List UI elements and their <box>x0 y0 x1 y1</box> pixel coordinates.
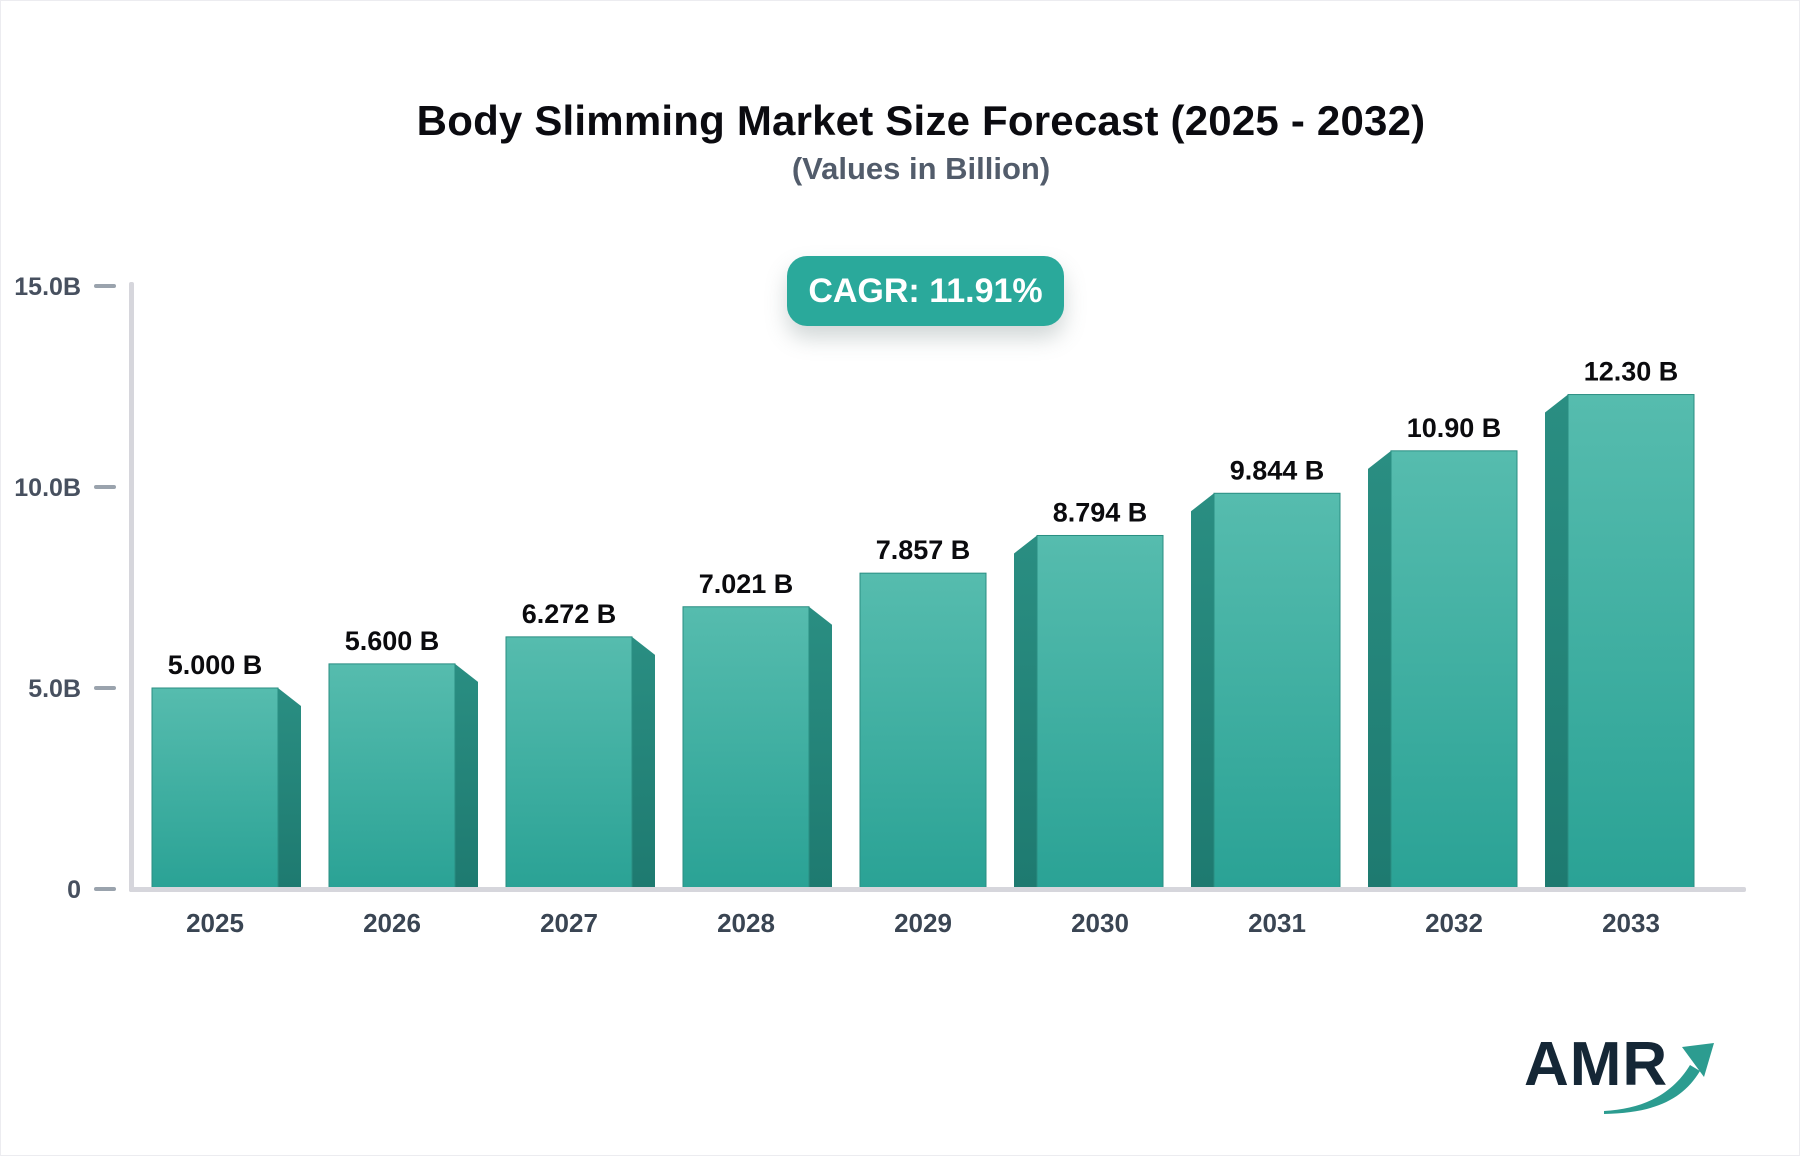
bar-value-label: 5.000 B <box>168 650 263 680</box>
y-tick-label: 10.0B <box>14 474 81 502</box>
x-tick-label: 2031 <box>1248 908 1306 938</box>
page-title: Body Slimming Market Size Forecast (2025… <box>416 97 1426 144</box>
bar-side <box>632 636 655 889</box>
x-tick-label: 2026 <box>363 908 421 938</box>
y-tick-dash <box>94 284 116 288</box>
bar-side <box>455 663 478 889</box>
bar-value-label: 12.30 B <box>1584 357 1679 387</box>
x-tick-label: 2030 <box>1071 908 1129 938</box>
bar <box>1390 450 1518 890</box>
bar-value-label: 7.021 B <box>699 569 794 599</box>
bar <box>1213 492 1341 890</box>
x-tick-label: 2029 <box>894 908 952 938</box>
bar <box>1036 534 1164 890</box>
bar-value-label: 10.90 B <box>1407 413 1502 443</box>
bar <box>859 572 987 890</box>
bar-side <box>1545 394 1568 889</box>
x-axis-line <box>129 887 1746 892</box>
bar-value-label: 5.600 B <box>345 626 440 656</box>
x-tick-label: 2032 <box>1425 908 1483 938</box>
amr-logo-text: AMR <box>1524 1030 1669 1099</box>
y-tick-label: 15.0B <box>14 273 81 301</box>
y-tick-dash <box>94 887 116 891</box>
bar-side <box>1191 493 1214 889</box>
bar-value-label: 7.857 B <box>876 535 971 565</box>
bar-side <box>1368 450 1391 889</box>
x-tick-label: 2033 <box>1602 908 1660 938</box>
bar-side <box>1014 535 1037 889</box>
y-axis-line <box>129 282 134 892</box>
bar-value-label: 6.272 B <box>522 599 617 629</box>
page-subtitle: (Values in Billion) <box>791 151 1051 186</box>
y-tick-dash <box>94 485 116 489</box>
x-tick-label: 2028 <box>717 908 775 938</box>
y-tick-dash <box>94 686 116 690</box>
bar-side <box>278 688 301 889</box>
y-tick-label: 0 <box>67 876 81 904</box>
bar <box>505 636 633 890</box>
bar <box>328 663 456 890</box>
x-tick-label: 2025 <box>186 908 244 938</box>
cagr-badge: CAGR: 11.91% <box>787 256 1064 326</box>
bar <box>1567 394 1695 890</box>
y-tick-label: 5.0B <box>28 675 81 703</box>
bar-side <box>809 606 832 889</box>
amr-logo: AMR <box>1516 1019 1726 1119</box>
bar <box>151 687 279 890</box>
bar-value-label: 8.794 B <box>1053 497 1148 527</box>
x-tick-label: 2027 <box>540 908 598 938</box>
growth-arrow-icon <box>1604 1043 1714 1114</box>
bar-value-label: 9.844 B <box>1230 455 1325 485</box>
bar <box>682 606 810 890</box>
